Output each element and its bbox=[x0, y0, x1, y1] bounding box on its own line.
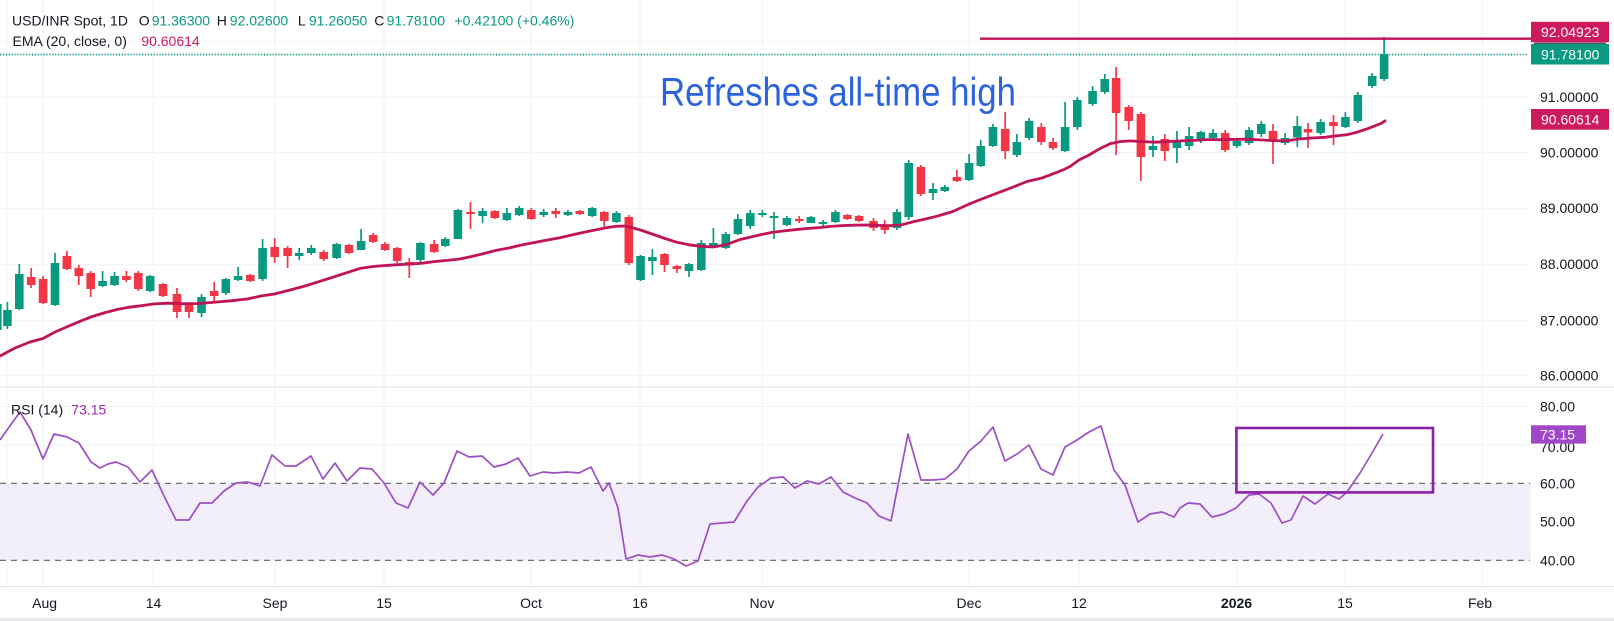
svg-text:91.26050: 91.26050 bbox=[309, 12, 368, 28]
svg-text:O: O bbox=[139, 12, 150, 28]
svg-text:86.00000: 86.00000 bbox=[1540, 367, 1599, 383]
svg-text:80.00: 80.00 bbox=[1540, 398, 1575, 414]
svg-text:Oct: Oct bbox=[520, 595, 542, 611]
svg-text:90.00000: 90.00000 bbox=[1540, 144, 1599, 160]
svg-text:L: L bbox=[298, 12, 306, 28]
svg-text:C: C bbox=[374, 12, 384, 28]
svg-text:92.04923: 92.04923 bbox=[1541, 24, 1600, 40]
svg-text:Nov: Nov bbox=[750, 595, 775, 611]
svg-text:92.02600: 92.02600 bbox=[230, 12, 289, 28]
svg-text:EMA (20, close, 0): EMA (20, close, 0) bbox=[13, 33, 127, 49]
svg-text:73.15: 73.15 bbox=[1540, 426, 1575, 442]
svg-text:Refreshes all-time high: Refreshes all-time high bbox=[660, 71, 1016, 115]
svg-text:Sep: Sep bbox=[263, 595, 288, 611]
svg-text:15: 15 bbox=[376, 595, 392, 611]
svg-text:87.00000: 87.00000 bbox=[1540, 313, 1599, 329]
svg-text:40.00: 40.00 bbox=[1540, 552, 1575, 568]
svg-text:88.00000: 88.00000 bbox=[1540, 256, 1599, 272]
svg-text:RSI (14): RSI (14) bbox=[11, 402, 63, 418]
svg-text:91.36300: 91.36300 bbox=[152, 12, 211, 28]
svg-text:91.78100: 91.78100 bbox=[387, 12, 446, 28]
svg-text:90.60614: 90.60614 bbox=[1541, 112, 1600, 128]
svg-text:91.78100: 91.78100 bbox=[1541, 46, 1600, 62]
svg-text:Aug: Aug bbox=[32, 595, 57, 611]
svg-text:15: 15 bbox=[1337, 595, 1353, 611]
svg-text:H: H bbox=[217, 12, 227, 28]
svg-text:60.00: 60.00 bbox=[1540, 475, 1575, 491]
svg-text:14: 14 bbox=[146, 595, 162, 611]
svg-text:50.00: 50.00 bbox=[1540, 514, 1575, 530]
svg-text:90.60614: 90.60614 bbox=[141, 33, 200, 49]
svg-text:12: 12 bbox=[1071, 595, 1087, 611]
svg-text:+0.42100 (+0.46%): +0.42100 (+0.46%) bbox=[455, 12, 575, 28]
svg-text:2026: 2026 bbox=[1221, 595, 1252, 611]
svg-text:73.15: 73.15 bbox=[71, 402, 106, 418]
svg-text:USD/INR Spot, 1D: USD/INR Spot, 1D bbox=[12, 12, 128, 28]
svg-text:Dec: Dec bbox=[957, 595, 982, 611]
svg-text:Feb: Feb bbox=[1468, 595, 1492, 611]
svg-text:16: 16 bbox=[632, 595, 648, 611]
svg-text:91.00000: 91.00000 bbox=[1540, 89, 1599, 105]
svg-text:89.00000: 89.00000 bbox=[1540, 200, 1599, 216]
